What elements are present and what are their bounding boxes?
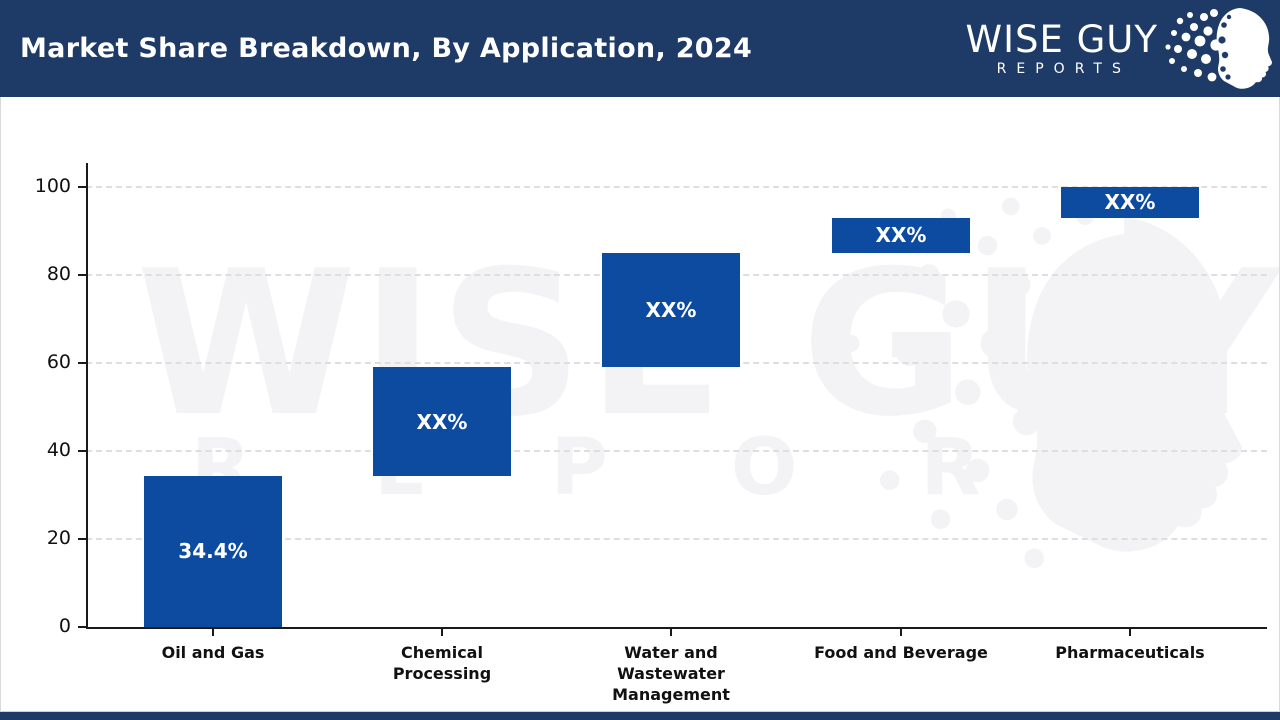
x-axis-label-line: Food and Beverage xyxy=(814,643,988,662)
y-tick xyxy=(78,274,86,276)
bar-value-label: XX% xyxy=(1104,190,1156,215)
x-axis-label-line: Wastewater xyxy=(617,664,725,683)
brand-head-icon xyxy=(1165,7,1272,89)
y-tick-label: 0 xyxy=(58,615,71,637)
x-tick xyxy=(670,629,672,636)
x-axis-label-line: Oil and Gas xyxy=(161,643,265,662)
brand-logo: WISE GUY REPORTS xyxy=(966,6,1272,92)
y-tick xyxy=(78,362,86,364)
x-axis-label: Oil and Gas xyxy=(103,642,323,663)
x-axis-label: Chemical Processing xyxy=(332,642,552,684)
x-axis-label-line: Management xyxy=(612,685,730,704)
y-axis-line xyxy=(86,163,88,629)
plot: 0 20 40 60 80 100 34.4% Oil and Gas XX% Chemical P… xyxy=(1,97,1279,711)
bar-value-label: XX% xyxy=(645,298,697,323)
bar-value-label: XX% xyxy=(875,223,927,248)
x-axis-label: Pharmaceuticals xyxy=(1020,642,1240,663)
gridline xyxy=(86,538,1267,540)
x-tick xyxy=(1129,629,1131,636)
y-tick xyxy=(78,450,86,452)
x-axis-label: Water and Wastewater Management xyxy=(561,642,781,705)
y-tick-label: 60 xyxy=(46,351,71,373)
gridline xyxy=(86,186,1267,188)
bar-chemical-processing: XX% xyxy=(373,367,511,476)
y-tick-label: 100 xyxy=(34,175,71,197)
footer-bar xyxy=(0,712,1280,720)
bar-value-label: 34.4% xyxy=(178,539,248,564)
y-tick xyxy=(78,626,86,628)
x-axis-line xyxy=(86,627,1267,629)
y-tick xyxy=(78,186,86,188)
bar-food-and-beverage: XX% xyxy=(832,217,970,253)
brand-subname: REPORTS xyxy=(996,60,1131,77)
y-tick-label: 20 xyxy=(46,527,71,549)
watermark-head-icon xyxy=(841,197,1242,569)
x-tick xyxy=(900,629,902,636)
brand-name: WISE GUY xyxy=(965,17,1158,61)
chart-title: Market Share Breakdown, By Application, … xyxy=(20,33,753,64)
bar-oil-and-gas: 34.4% xyxy=(144,475,282,627)
x-axis-label: Food and Beverage xyxy=(791,642,1011,663)
bar-pharmaceuticals: XX% xyxy=(1061,187,1199,218)
gridline xyxy=(86,450,1267,452)
x-axis-label-line: Chemical xyxy=(401,643,483,662)
y-tick-label: 40 xyxy=(46,439,71,461)
bar-value-label: XX% xyxy=(416,409,468,434)
x-axis-label-line: Water and xyxy=(624,643,718,662)
y-tick-label: 80 xyxy=(46,263,71,285)
chart-area: WISE GUY R E P O R T S 02040608010034.4%… xyxy=(0,97,1280,712)
brand-logo-text: WISE GUY REPORTS xyxy=(966,21,1158,77)
x-tick xyxy=(441,629,443,636)
x-tick xyxy=(212,629,214,636)
x-axis-label-line: Pharmaceuticals xyxy=(1055,643,1205,662)
x-axis-label-line: Processing xyxy=(392,664,492,683)
y-tick xyxy=(78,538,86,540)
bar-water-and-wastewater-management: XX% xyxy=(602,253,740,368)
header-bar: Market Share Breakdown, By Application, … xyxy=(0,0,1280,97)
